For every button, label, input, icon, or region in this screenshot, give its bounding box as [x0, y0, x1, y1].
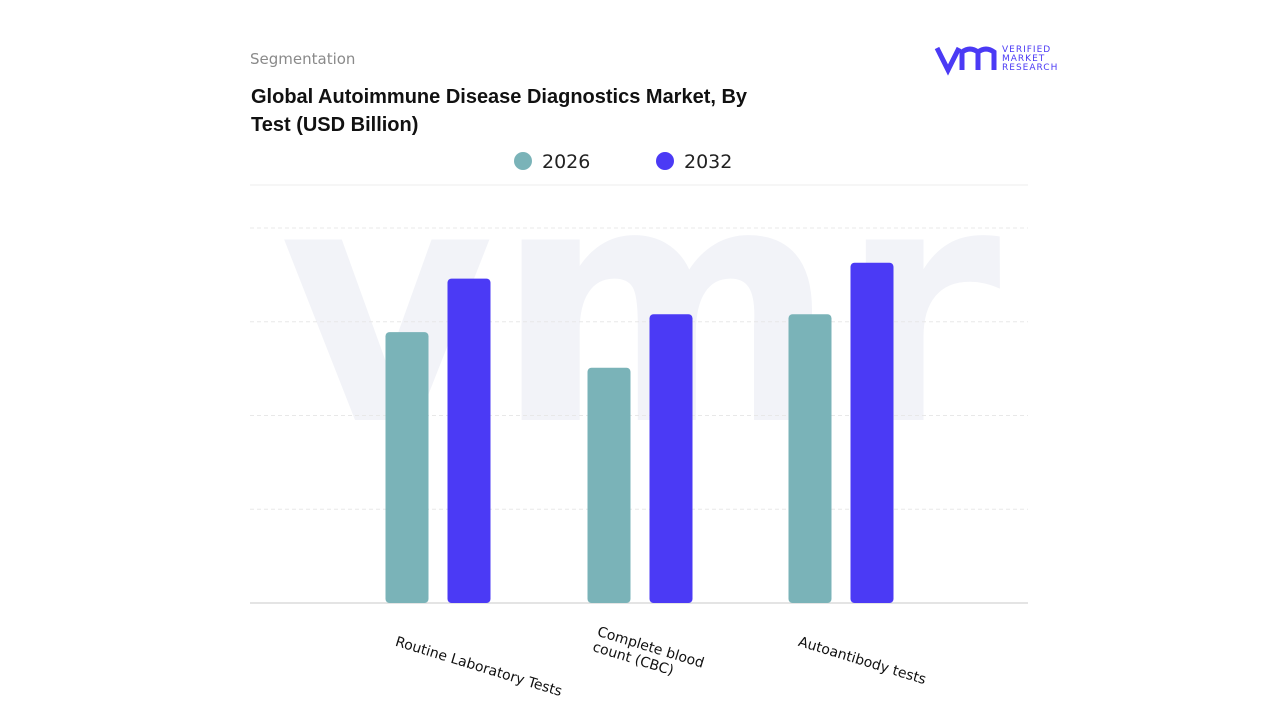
bar — [447, 278, 491, 603]
legend-swatch — [656, 152, 674, 170]
legend-swatch — [514, 152, 532, 170]
legend-label: 2032 — [684, 151, 732, 173]
bar — [649, 314, 693, 603]
logo-text: RESEARCH — [1002, 63, 1059, 73]
logo-text: VERIFIED — [1002, 45, 1052, 55]
chart-title: Global Autoimmune Disease Diagnostics Ma… — [251, 86, 748, 136]
legend-label: 2026 — [542, 151, 590, 173]
logo-mark — [934, 46, 997, 76]
bar — [850, 262, 894, 603]
bar — [587, 367, 631, 603]
section-label: Segmentation — [250, 50, 356, 68]
bar — [385, 332, 429, 603]
bar — [788, 314, 832, 603]
logo-text: MARKET — [1002, 54, 1046, 64]
